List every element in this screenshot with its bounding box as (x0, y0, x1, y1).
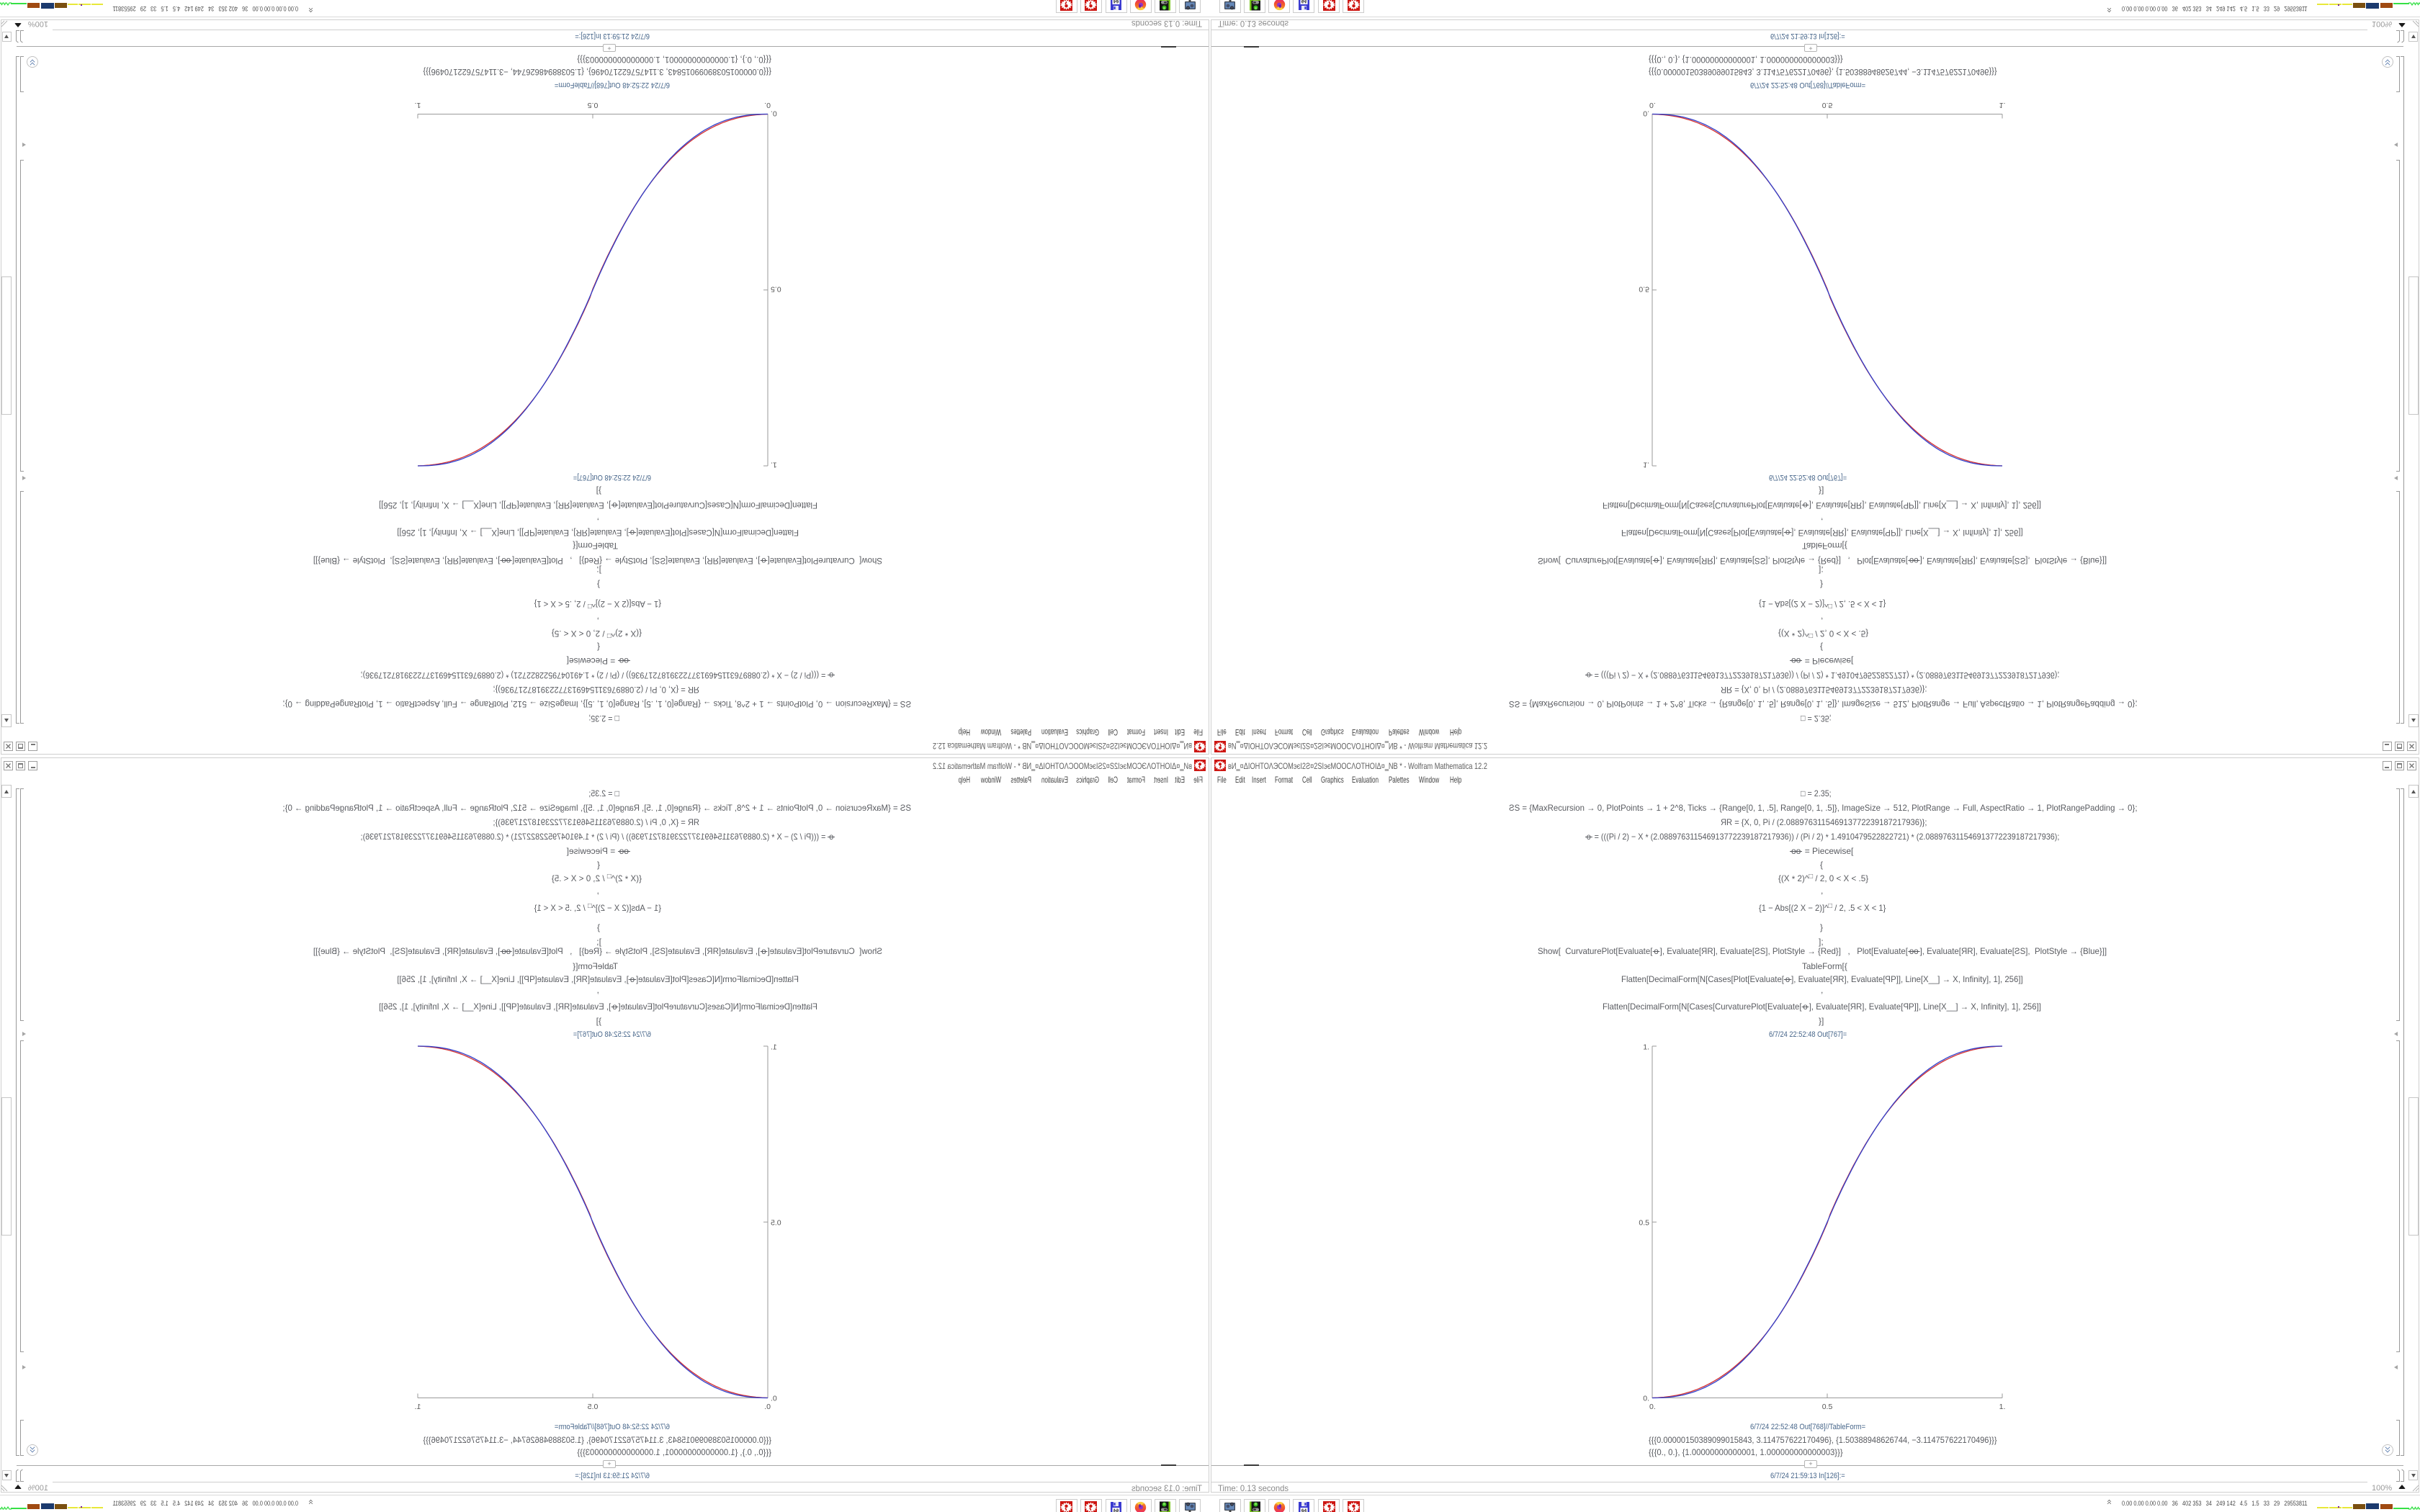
svg-text:1.: 1. (415, 1403, 421, 1411)
svg-text:0.5: 0.5 (588, 1403, 599, 1411)
svg-text:0.: 0. (771, 109, 777, 118)
svg-text:64: 64 (1301, 1508, 1307, 1512)
svg-text:0.: 0. (1643, 109, 1649, 118)
svg-text:1.: 1. (1999, 1403, 2006, 1411)
svg-text:64: 64 (1301, 0, 1307, 4)
svg-text:0.5: 0.5 (1639, 285, 1649, 294)
svg-text:1.: 1. (1999, 101, 2006, 109)
svg-text:0.5: 0.5 (1639, 1219, 1649, 1228)
svg-text:0.: 0. (771, 1395, 777, 1403)
svg-text:1.: 1. (415, 101, 421, 109)
svg-text:1.: 1. (771, 1043, 777, 1052)
svg-text:0.5: 0.5 (771, 1219, 781, 1228)
svg-text:0.5: 0.5 (1822, 1403, 1833, 1411)
svg-text:0.5: 0.5 (1822, 101, 1833, 109)
svg-text:0.: 0. (764, 101, 771, 109)
svg-text:0.: 0. (1643, 1395, 1649, 1403)
svg-text:0.5: 0.5 (771, 285, 781, 294)
svg-text:1.: 1. (1643, 1043, 1649, 1052)
svg-text:0.: 0. (1649, 101, 1656, 109)
svg-text:0.5: 0.5 (588, 101, 599, 109)
svg-text:64: 64 (1113, 0, 1119, 4)
svg-text:64: 64 (1113, 1508, 1119, 1512)
svg-text:1.: 1. (771, 461, 777, 469)
svg-text:1.: 1. (1643, 461, 1649, 469)
svg-text:0.: 0. (1649, 1403, 1656, 1411)
svg-text:0.: 0. (764, 1403, 771, 1411)
